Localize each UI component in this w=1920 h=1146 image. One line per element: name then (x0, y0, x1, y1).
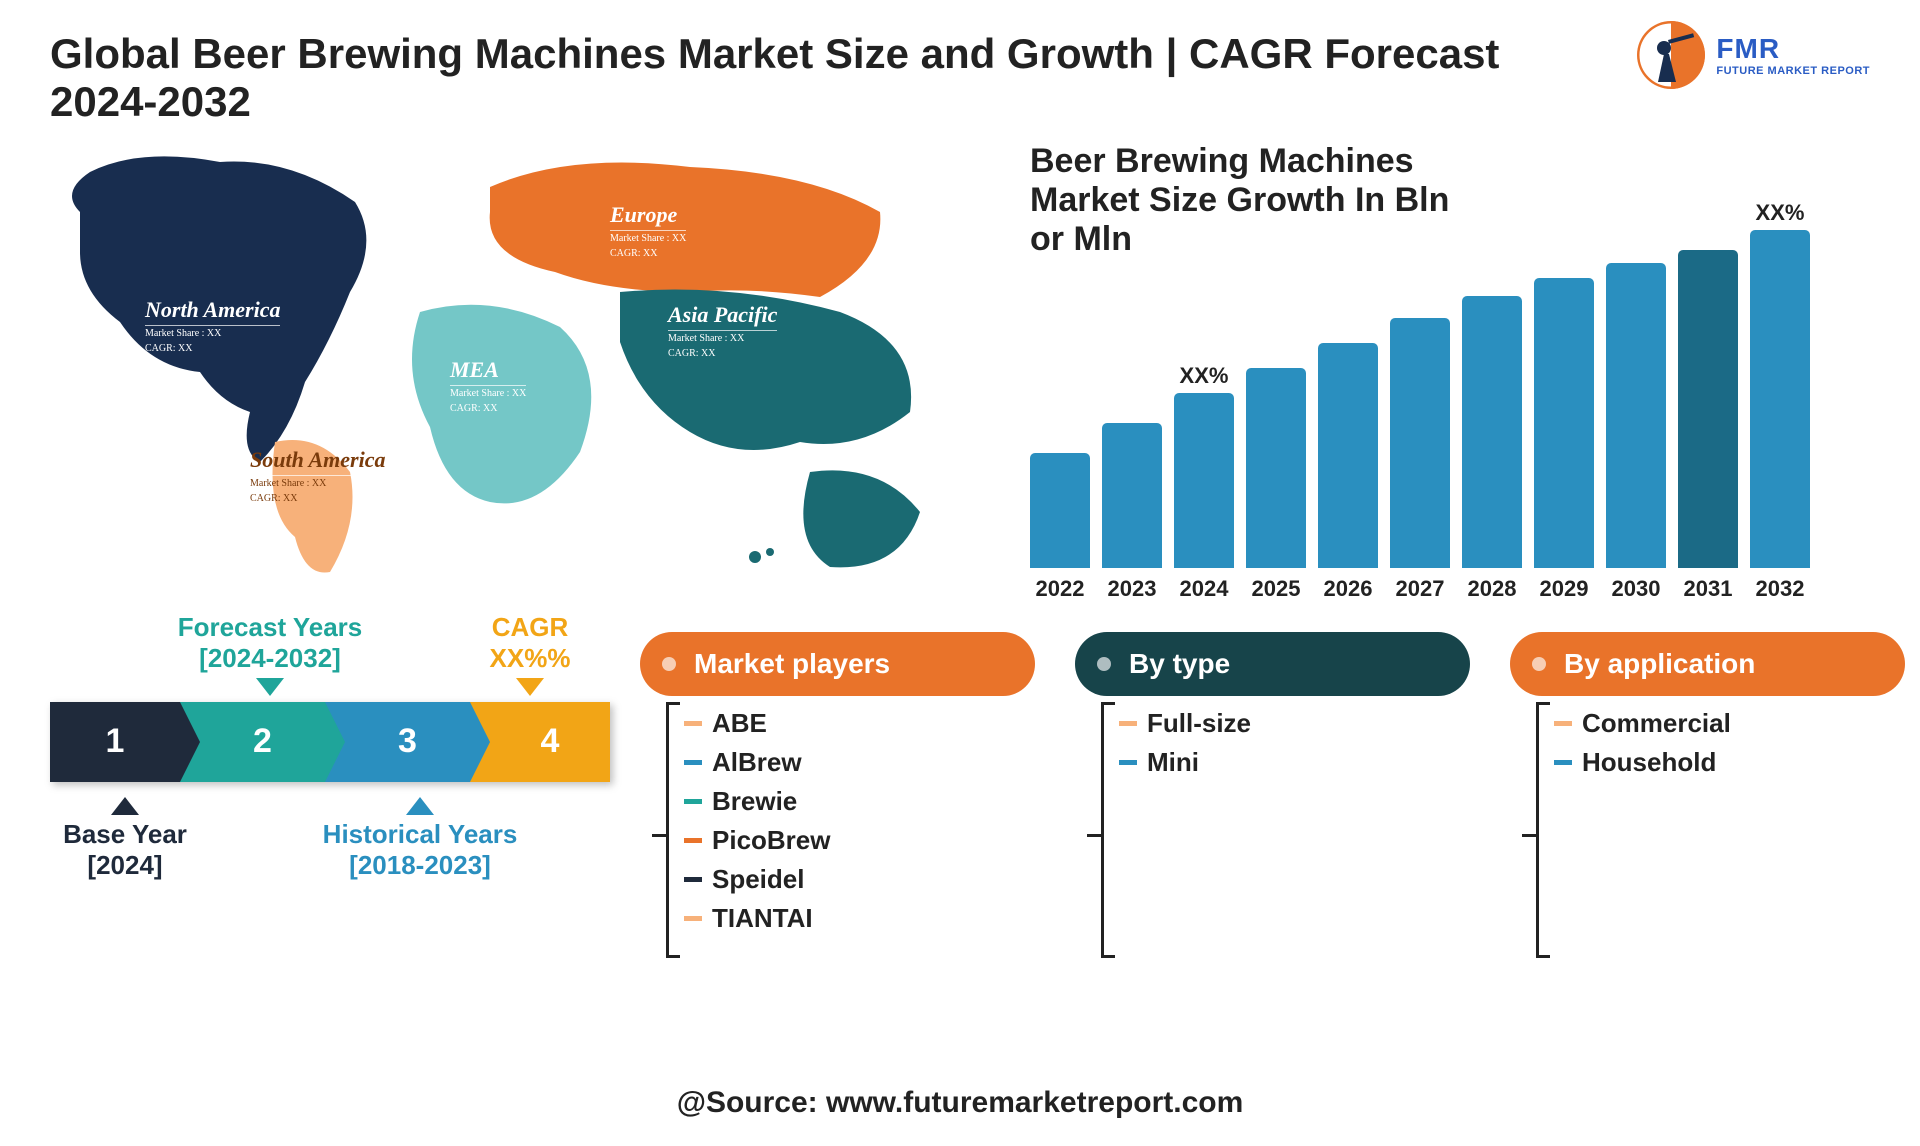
timeline-segment: 3 (325, 702, 470, 782)
bar (1246, 368, 1306, 568)
list-item: Commercial (1554, 704, 1905, 743)
bar (1534, 278, 1594, 568)
base-year-label: Base Year (40, 819, 210, 850)
bar-year-label: 2023 (1108, 576, 1157, 602)
cagr-label: CAGR (460, 612, 600, 643)
growth-chart: Beer Brewing Machines Market Size Growth… (1030, 142, 1870, 602)
bar-year-label: 2028 (1468, 576, 1517, 602)
bar-year-label: 2022 (1036, 576, 1085, 602)
list-item: ABE (684, 704, 1035, 743)
bar-col: 2022 (1030, 453, 1090, 602)
bar-year-label: 2032 (1756, 576, 1805, 602)
bar (1606, 263, 1666, 568)
list-item: PicoBrew (684, 821, 1035, 860)
bar (1174, 393, 1234, 568)
category-column: By application Commercial Household (1510, 632, 1905, 964)
forecast-label: Forecast Years (170, 612, 370, 643)
logo-subtext: FUTURE MARKET REPORT (1716, 65, 1870, 77)
cagr-value: XX%% (460, 643, 600, 674)
bar-col: 2026 (1318, 343, 1378, 602)
list-item: TIANTAI (684, 899, 1035, 938)
bar-year-label: 2026 (1324, 576, 1373, 602)
bar-col: 2023 (1102, 423, 1162, 602)
category-pill: By application (1510, 632, 1905, 696)
bar-col: 2028 (1462, 296, 1522, 602)
list-item: Brewie (684, 782, 1035, 821)
fmr-logo: FMR FUTURE MARKET REPORT (1636, 20, 1870, 90)
region-label: Asia PacificMarket Share : XXCAGR: XX (668, 302, 777, 359)
list-item: Speidel (684, 860, 1035, 899)
page-title: Global Beer Brewing Machines Market Size… (50, 30, 1520, 127)
items-bracket: Full-size Mini (1075, 704, 1470, 964)
bar-col: 2031 (1678, 250, 1738, 602)
list-item-text: TIANTAI (712, 903, 813, 934)
list-item-text: AlBrew (712, 747, 802, 778)
logo-text: FMR (1716, 33, 1870, 65)
bar-col: 2024XX% (1174, 393, 1234, 602)
bar-year-label: 2030 (1612, 576, 1661, 602)
list-item-text: PicoBrew (712, 825, 831, 856)
bar-col: 2030 (1606, 263, 1666, 602)
bar-year-label: 2027 (1396, 576, 1445, 602)
historical-label: Historical Years (300, 819, 540, 850)
chart-title: Beer Brewing Machines Market Size Growth… (1030, 142, 1450, 259)
category-pill: By type (1075, 632, 1470, 696)
timeline-segment: 1 (50, 702, 180, 782)
list-item: Mini (1119, 743, 1470, 782)
bar-year-label: 2025 (1252, 576, 1301, 602)
logo-icon (1636, 20, 1706, 90)
list-item-text: ABE (712, 708, 767, 739)
forecast-years: [2024-2032] (170, 643, 370, 674)
bar (1390, 318, 1450, 568)
category-pill: Market players (640, 632, 1035, 696)
timeline: Forecast Years [2024-2032] CAGR XX%% 123… (50, 632, 610, 964)
list-item: Full-size (1119, 704, 1470, 743)
region-label: North AmericaMarket Share : XXCAGR: XX (145, 297, 280, 354)
bar (1462, 296, 1522, 568)
bar-col: 2027 (1390, 318, 1450, 602)
bar-col: 2025 (1246, 368, 1306, 602)
region-label: EuropeMarket Share : XXCAGR: XX (610, 202, 686, 259)
source-line: @Source: www.futuremarketreport.com (0, 1086, 1920, 1120)
list-item-text: Mini (1147, 747, 1199, 778)
timeline-segment: 2 (180, 702, 325, 782)
list-item-text: Brewie (712, 786, 797, 817)
bar (1318, 343, 1378, 568)
items-bracket: ABE AlBrew Brewie PicoBrew Speidel TIANTAI (640, 704, 1035, 964)
pct-label: XX% (1180, 363, 1229, 389)
region-label: South AmericaMarket Share : XXCAGR: XX (250, 447, 386, 504)
world-map: North AmericaMarket Share : XXCAGR: XX So… (50, 142, 1000, 582)
bar-year-label: 2029 (1540, 576, 1589, 602)
list-item: AlBrew (684, 743, 1035, 782)
list-item-text: Household (1582, 747, 1716, 778)
bar-year-label: 2031 (1684, 576, 1733, 602)
historical-years: [2018-2023] (300, 850, 540, 881)
list-item-text: Full-size (1147, 708, 1251, 739)
bar (1102, 423, 1162, 568)
list-item-text: Speidel (712, 864, 804, 895)
region-label: MEAMarket Share : XXCAGR: XX (450, 357, 526, 414)
bar (1750, 230, 1810, 568)
bar (1030, 453, 1090, 568)
base-year-value: [2024] (40, 850, 210, 881)
pct-label: XX% (1756, 200, 1805, 226)
bar (1678, 250, 1738, 568)
list-item: Household (1554, 743, 1905, 782)
items-bracket: Commercial Household (1510, 704, 1905, 964)
timeline-segment: 4 (470, 702, 610, 782)
bar-year-label: 2024 (1180, 576, 1229, 602)
category-column: Market players ABE AlBrew Brewie PicoBrew Spe… (640, 632, 1035, 964)
bar-col: 2032XX% (1750, 230, 1810, 602)
list-item-text: Commercial (1582, 708, 1731, 739)
category-column: By type Full-size Mini (1075, 632, 1470, 964)
bar-col: 2029 (1534, 278, 1594, 602)
